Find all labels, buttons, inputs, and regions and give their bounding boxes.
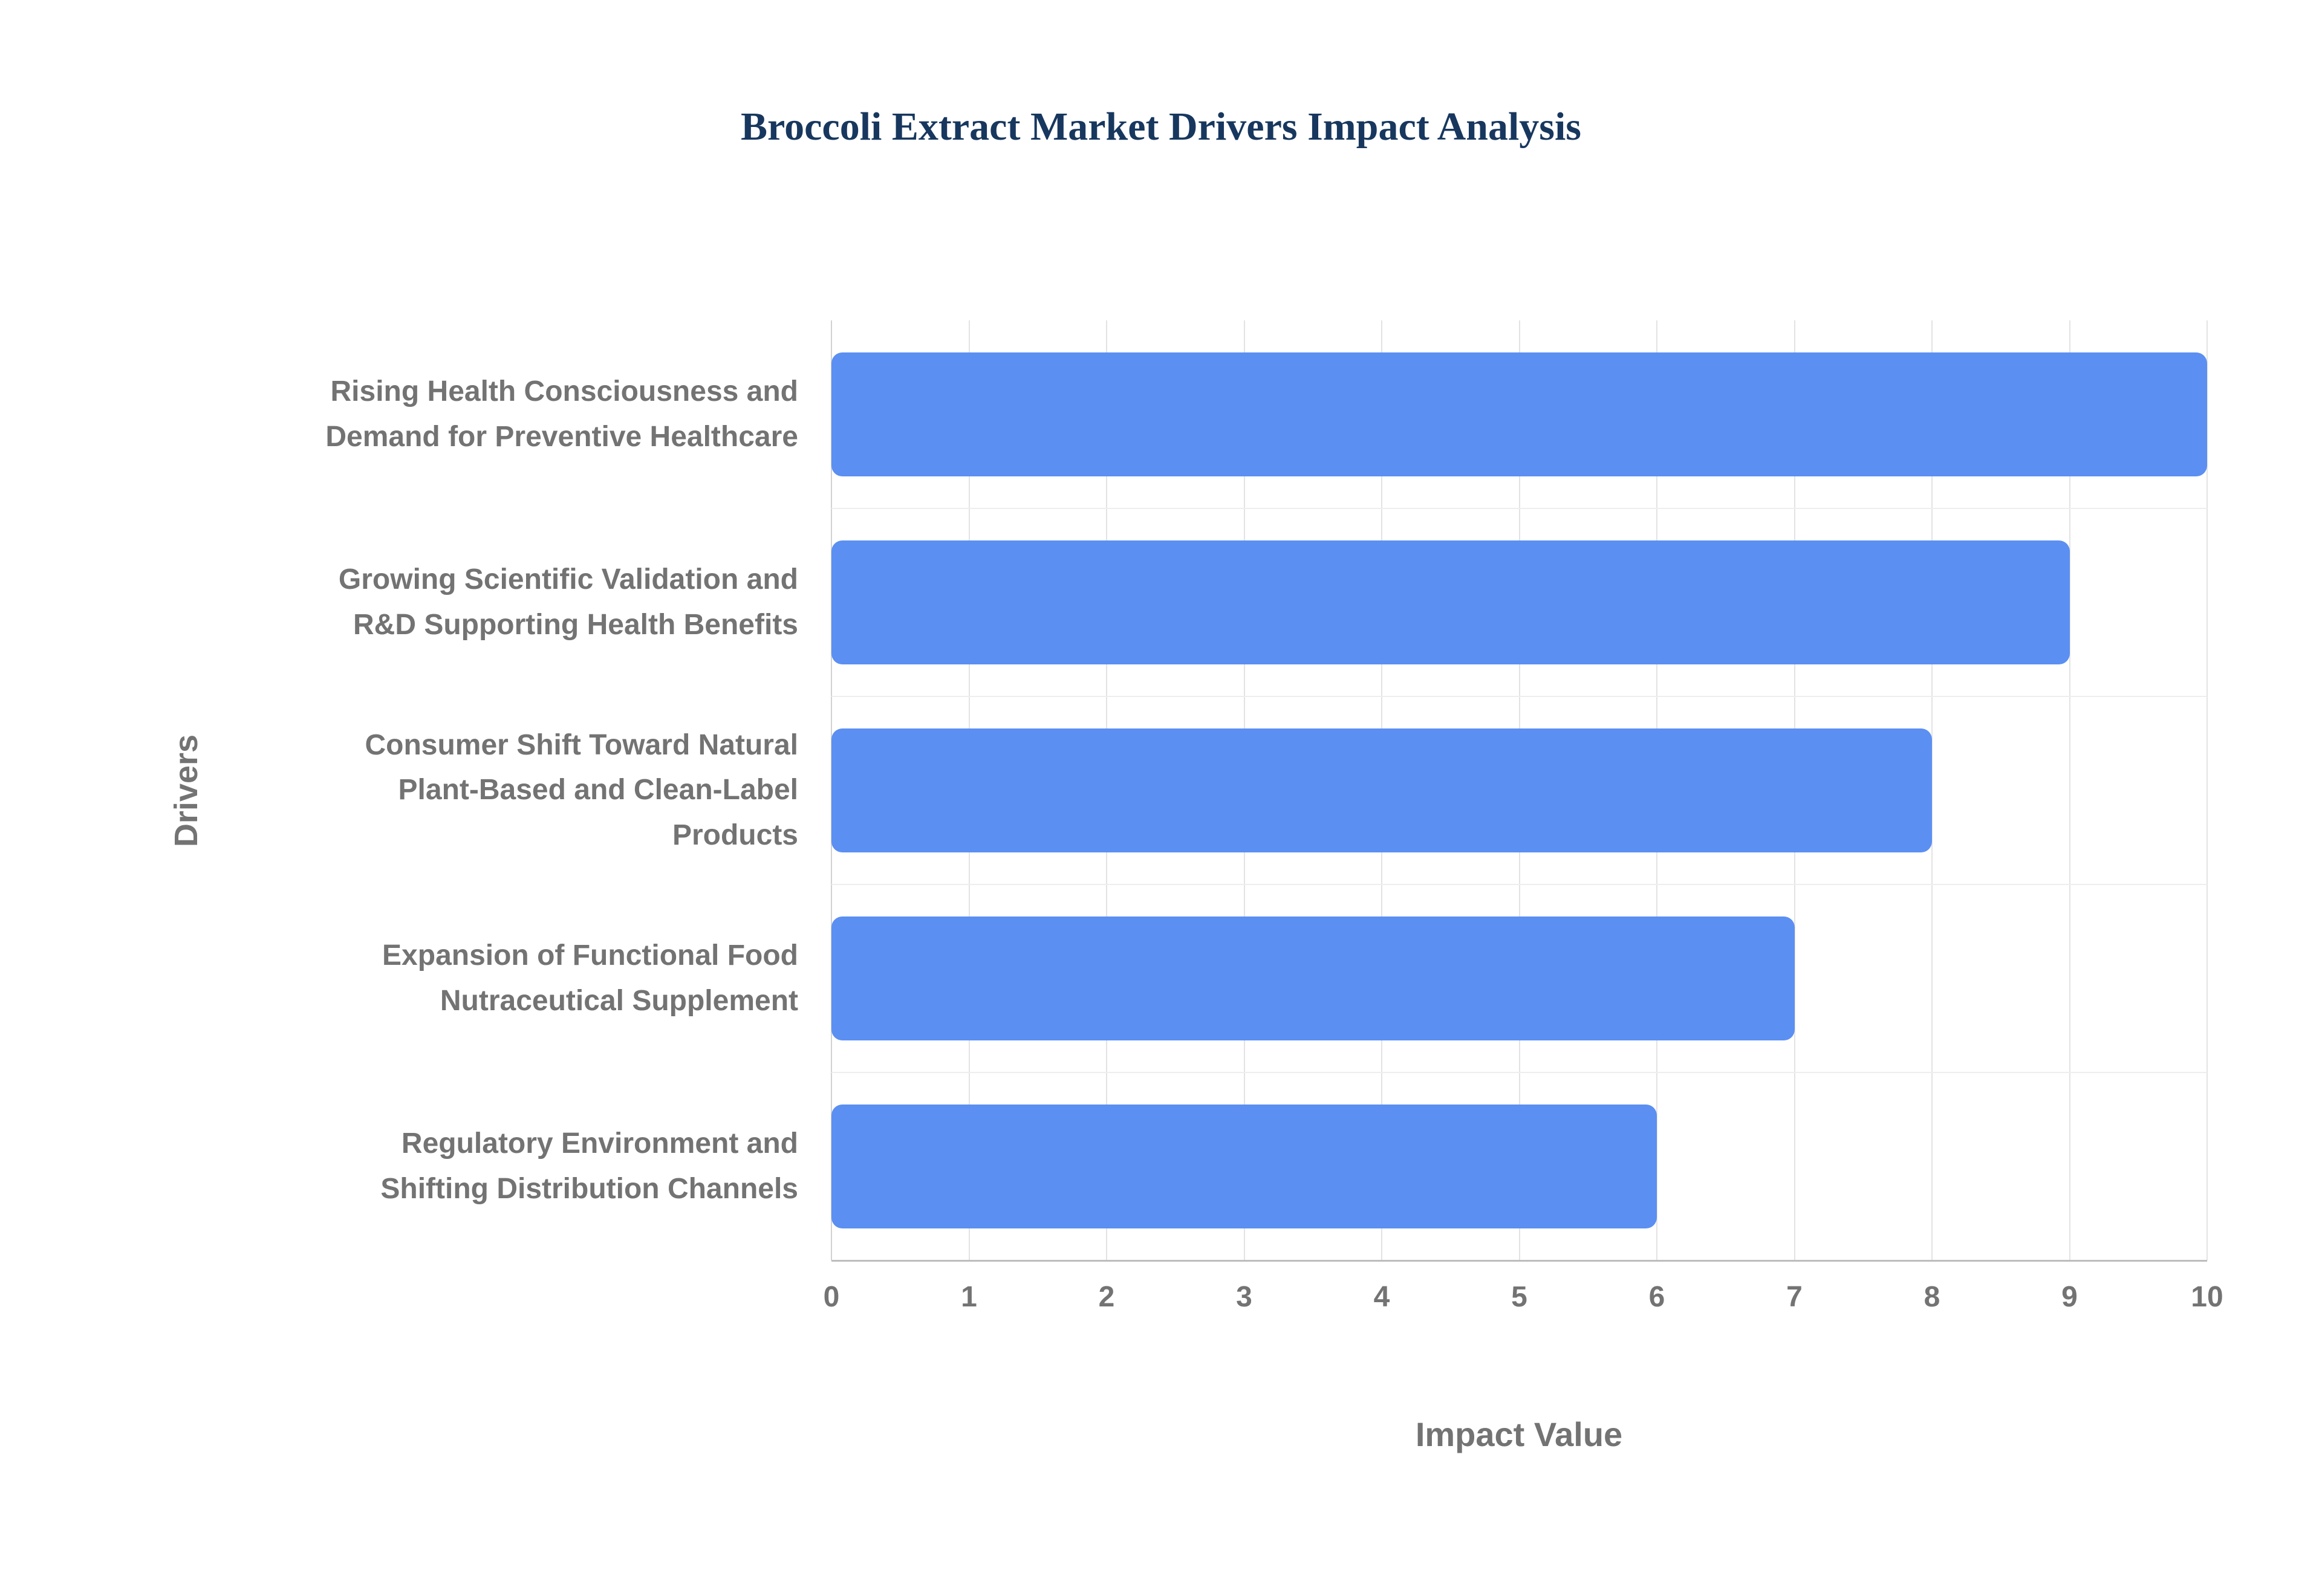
category-cell: Consumer Shift Toward Natural Plant-Base… <box>242 696 798 884</box>
vertical-gridline <box>2069 320 2070 1260</box>
category-cell: Expansion of Functional Food Nutraceutic… <box>242 884 798 1072</box>
x-tick-label: 2 <box>1098 1281 1115 1313</box>
x-axis-ticks: 0 1 2 3 4 5 6 7 8 9 10 <box>824 1280 2223 1329</box>
bar-series <box>831 320 2207 1260</box>
category-label-4: Regulatory Environment and Shifting Dist… <box>380 1127 798 1205</box>
chart-title: Broccoli Extract Market Drivers Impact A… <box>741 105 1581 149</box>
y-axis-title: Drivers <box>168 734 204 848</box>
horizontal-gridline <box>831 696 2207 697</box>
category-label-0: Rising Health Consciousness and Demand f… <box>325 375 798 453</box>
vertical-gridline <box>1931 320 1933 1260</box>
bar-0 <box>831 352 2207 476</box>
category-cell: Regulatory Environment and Shifting Dist… <box>242 1072 798 1260</box>
bar-3 <box>831 916 1795 1040</box>
x-axis-line <box>831 1260 2207 1262</box>
x-tick-label: 7 <box>1786 1281 1803 1313</box>
x-tick-label: 1 <box>961 1281 977 1313</box>
vertical-gridline <box>2207 320 2208 1260</box>
plot-area <box>831 320 2208 1262</box>
bar-row <box>831 508 2207 696</box>
bar-row <box>831 884 2207 1072</box>
horizontal-gridline <box>831 508 2207 509</box>
category-cell: Rising Health Consciousness and Demand f… <box>242 320 798 508</box>
bar-row <box>831 320 2207 508</box>
x-tick-label: 8 <box>1924 1281 1940 1313</box>
category-label-3: Expansion of Functional Food Nutraceutic… <box>382 939 798 1017</box>
bar-4 <box>831 1105 1657 1228</box>
x-tick-label: 10 <box>2191 1281 2223 1313</box>
category-label-2: Consumer Shift Toward Natural Plant-Base… <box>365 728 798 851</box>
x-tick-label: 6 <box>1648 1281 1665 1313</box>
x-tick-label: 0 <box>823 1281 840 1313</box>
horizontal-gridline <box>831 884 2207 885</box>
horizontal-gridline <box>831 1072 2207 1073</box>
x-tick-label: 9 <box>2061 1281 2078 1313</box>
bar-2 <box>831 728 1932 852</box>
category-cell: Growing Scientific Validation and R&D Su… <box>242 508 798 696</box>
bar-row <box>831 696 2207 884</box>
x-tick-label: 5 <box>1511 1281 1527 1313</box>
bar-1 <box>831 540 2070 664</box>
x-tick-label: 3 <box>1236 1281 1252 1313</box>
x-tick-label: 4 <box>1373 1281 1390 1313</box>
category-label-1: Growing Scientific Validation and R&D Su… <box>338 563 798 641</box>
x-axis-title: Impact Value <box>1415 1415 1623 1453</box>
category-labels: Rising Health Consciousness and Demand f… <box>242 320 798 1260</box>
bar-row <box>831 1072 2207 1260</box>
